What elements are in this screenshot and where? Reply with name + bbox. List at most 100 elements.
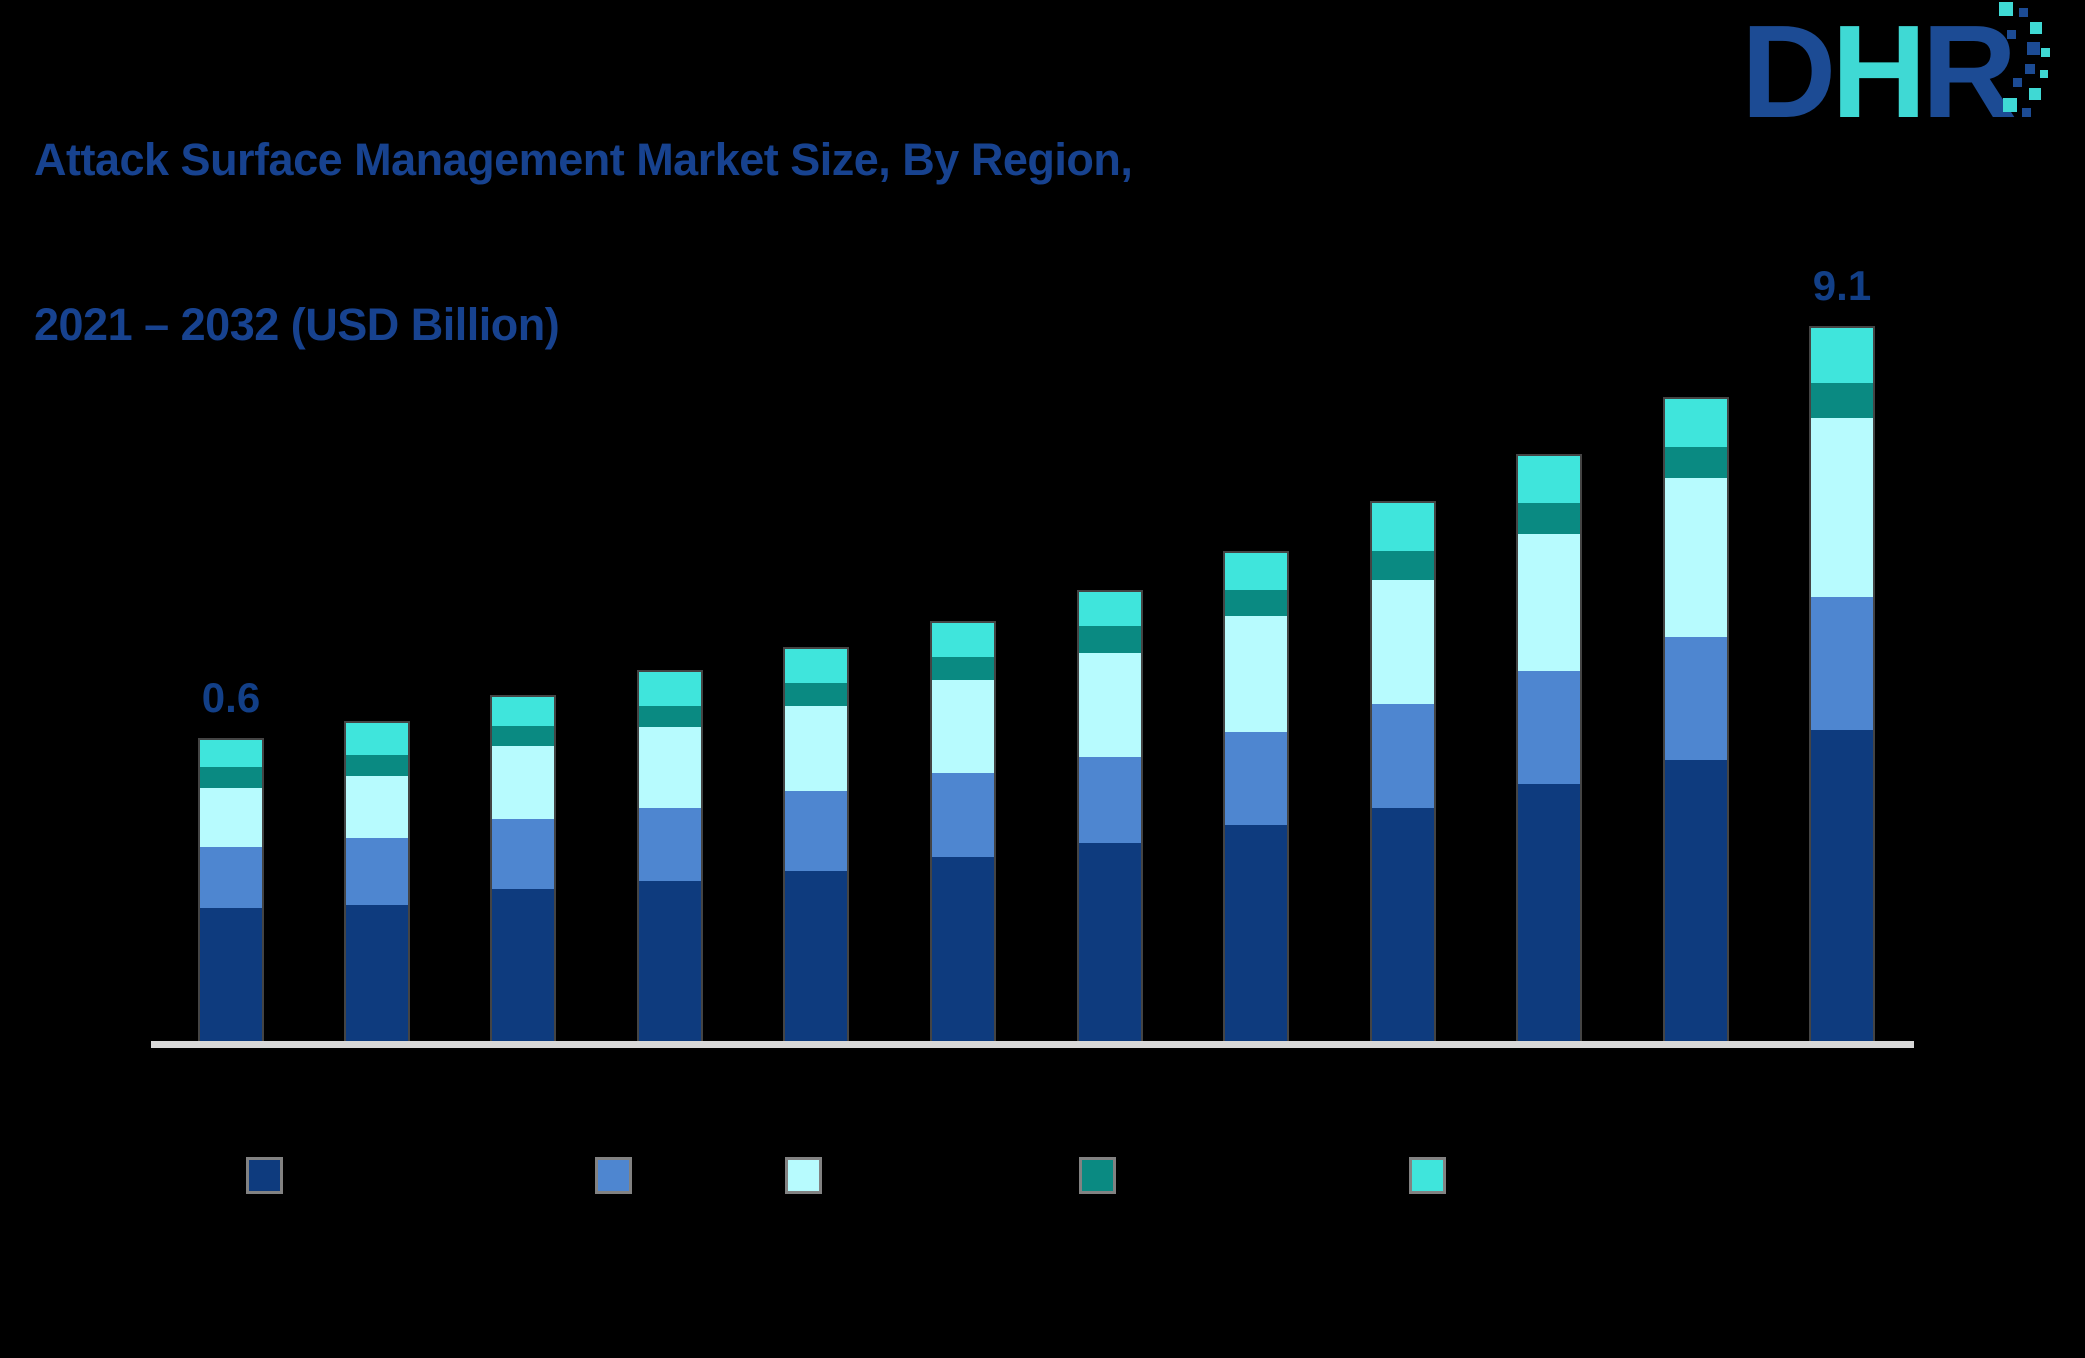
bar-2030 <box>1518 456 1580 1041</box>
bar-2032-segment-2-blue <box>1811 597 1873 730</box>
dhr-logo: DHR <box>1741 2 2052 156</box>
legend-swatch-segment-5-turquoise <box>1412 1160 1443 1191</box>
bar-2029-segment-5-turquoise <box>1372 503 1434 551</box>
logo-dot <box>2025 64 2035 74</box>
bar-2023-segment-5-turquoise <box>492 697 554 726</box>
chart-title: Attack Surface Management Market Size, B… <box>34 22 1133 462</box>
bar-2028 <box>1225 553 1287 1041</box>
bar-2025-segment-3-pale-cyan <box>785 706 847 791</box>
bar-value-label-2021: 0.6 <box>201 674 261 721</box>
bar-2026-segment-5-turquoise <box>932 623 994 657</box>
bar-2027-segment-5-turquoise <box>1079 592 1141 626</box>
bar-2022-segment-3-pale-cyan <box>346 776 408 838</box>
bar-2021-segment-1-navy <box>200 908 262 1041</box>
chart-title-line1: Attack Surface Management Market Size, B… <box>34 134 1133 185</box>
bar-2026-segment-2-blue <box>932 773 994 857</box>
bar-2027-segment-2-blue <box>1079 757 1141 843</box>
bar-2031-segment-5-turquoise <box>1665 399 1727 447</box>
logo-dot <box>2027 42 2040 55</box>
bar-2021 <box>200 740 262 1041</box>
logo-dot <box>2041 48 2050 57</box>
bar-2024-segment-4-teal <box>639 706 701 727</box>
logo-dot <box>2022 108 2031 117</box>
bar-2024-segment-3-pale-cyan <box>639 727 701 808</box>
bar-2025-segment-2-blue <box>785 791 847 871</box>
bar-2029-segment-4-teal <box>1372 551 1434 580</box>
bar-2024-segment-2-blue <box>639 808 701 881</box>
bar-2030-segment-2-blue <box>1518 671 1580 784</box>
bar-2024-segment-5-turquoise <box>639 672 701 706</box>
bar-value-label-2032: 9.1 <box>1812 262 1872 309</box>
bar-2030-segment-5-turquoise <box>1518 456 1580 503</box>
bar-2023-segment-3-pale-cyan <box>492 746 554 819</box>
logo-dot <box>2013 78 2022 87</box>
bar-2023-segment-1-navy <box>492 889 554 1041</box>
bar-2025-segment-4-teal <box>785 683 847 706</box>
x-axis-baseline <box>151 1041 1914 1048</box>
bar-2032-segment-1-navy <box>1811 730 1873 1041</box>
bar-2023-segment-2-blue <box>492 819 554 889</box>
bar-2027-segment-4-teal <box>1079 626 1141 653</box>
chart-title-line2: 2021 – 2032 (USD Billion) <box>34 299 560 350</box>
logo-dot <box>2030 22 2042 34</box>
legend-swatch-segment-3-pale-cyan <box>788 1160 819 1191</box>
legend-swatch-segment-1-navy <box>249 1160 280 1191</box>
bar-2026-segment-3-pale-cyan <box>932 680 994 773</box>
legend-swatch-segment-2-blue <box>598 1160 629 1191</box>
bar-2027 <box>1079 592 1141 1041</box>
bar-2032-segment-4-teal <box>1811 383 1873 418</box>
bar-2028-segment-2-blue <box>1225 732 1287 825</box>
bar-2031-segment-1-navy <box>1665 760 1727 1041</box>
logo-dot <box>2019 8 2028 17</box>
bar-2021-segment-3-pale-cyan <box>200 788 262 847</box>
bar-2022 <box>346 723 408 1041</box>
bar-2024 <box>639 672 701 1041</box>
bar-2025 <box>785 649 847 1041</box>
bar-2032-segment-5-turquoise <box>1811 328 1873 383</box>
bar-2026-segment-4-teal <box>932 657 994 680</box>
bar-2022-segment-4-teal <box>346 755 408 776</box>
bar-2028-segment-1-navy <box>1225 825 1287 1041</box>
bar-2022-segment-1-navy <box>346 905 408 1041</box>
logo-dot <box>2040 70 2048 78</box>
bar-2025-segment-5-turquoise <box>785 649 847 683</box>
bar-2027-segment-3-pale-cyan <box>1079 653 1141 757</box>
logo-dot <box>2003 98 2017 112</box>
dhr-logo-text: DHR <box>1741 6 2017 138</box>
bar-2031-segment-4-teal <box>1665 447 1727 478</box>
bar-2025-segment-1-navy <box>785 871 847 1041</box>
logo-dot <box>2007 30 2016 39</box>
bar-2026 <box>932 623 994 1041</box>
bar-2029-segment-1-navy <box>1372 808 1434 1041</box>
bar-2022-segment-5-turquoise <box>346 723 408 755</box>
bar-2031-segment-2-blue <box>1665 637 1727 760</box>
logo-dot <box>1999 2 2013 16</box>
bar-2028-segment-4-teal <box>1225 590 1287 616</box>
bar-2026-segment-1-navy <box>932 857 994 1041</box>
bar-2032 <box>1811 328 1873 1041</box>
bar-2022-segment-2-blue <box>346 838 408 905</box>
bar-2030-segment-1-navy <box>1518 784 1580 1041</box>
bar-2031-segment-3-pale-cyan <box>1665 478 1727 637</box>
bar-2023 <box>492 697 554 1041</box>
bar-2028-segment-3-pale-cyan <box>1225 616 1287 732</box>
bar-2028-segment-5-turquoise <box>1225 553 1287 590</box>
bar-2023-segment-4-teal <box>492 726 554 746</box>
bar-2027-segment-1-navy <box>1079 843 1141 1041</box>
bar-2031 <box>1665 399 1727 1041</box>
bar-2029-segment-2-blue <box>1372 704 1434 808</box>
legend-swatch-segment-4-teal <box>1082 1160 1113 1191</box>
logo-letter-d: D <box>1741 0 1836 145</box>
bar-2032-segment-3-pale-cyan <box>1811 418 1873 597</box>
bar-2030-segment-3-pale-cyan <box>1518 534 1580 671</box>
bar-2021-segment-4-teal <box>200 767 262 788</box>
logo-letter-r: R <box>1921 0 2017 145</box>
bar-2021-segment-2-blue <box>200 847 262 908</box>
bar-2029-segment-3-pale-cyan <box>1372 580 1434 704</box>
logo-dot <box>2029 88 2041 100</box>
bar-2029 <box>1372 503 1434 1041</box>
bar-2030-segment-4-teal <box>1518 503 1580 534</box>
bar-2024-segment-1-navy <box>639 881 701 1041</box>
bar-2021-segment-5-turquoise <box>200 740 262 767</box>
